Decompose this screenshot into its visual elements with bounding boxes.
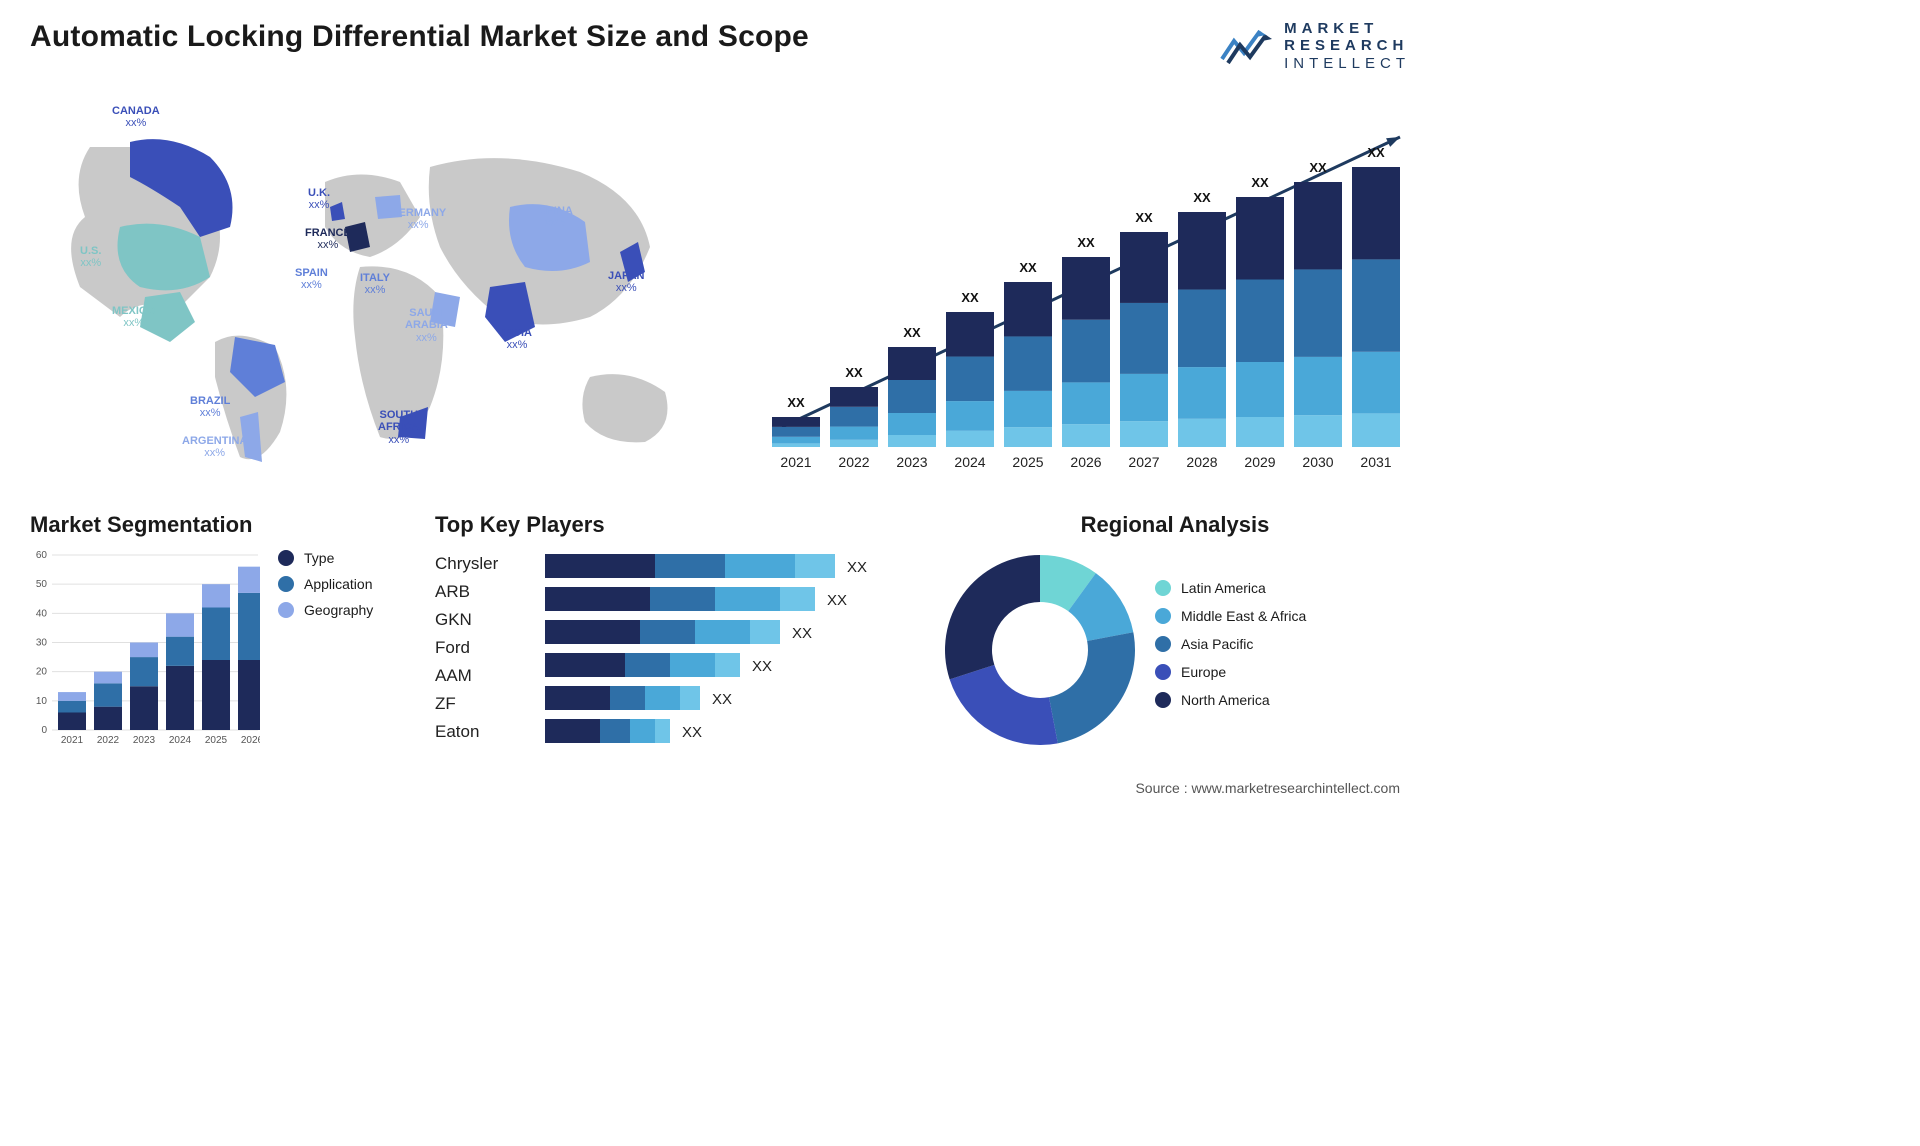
logo: MARKET RESEARCH INTELLECT xyxy=(1220,20,1410,72)
map-label: FRANCExx% xyxy=(305,227,351,252)
segmentation-chart: 0 10 20 30 40 50 60 2021 2022 2023 2024 2025 2026 xyxy=(30,550,260,750)
legend-item: Application xyxy=(278,576,410,592)
svg-text:2021: 2021 xyxy=(780,454,811,470)
svg-text:2027: 2027 xyxy=(1128,454,1159,470)
svg-text:2026: 2026 xyxy=(1070,454,1101,470)
svg-text:60: 60 xyxy=(36,550,48,561)
legend-item: North America xyxy=(1155,692,1410,708)
svg-text:2024: 2024 xyxy=(954,454,985,470)
svg-text:XX: XX xyxy=(1135,210,1153,225)
page-title: Automatic Locking Differential Market Si… xyxy=(30,20,809,54)
svg-text:XX: XX xyxy=(1251,175,1269,190)
svg-text:40: 40 xyxy=(36,608,48,619)
svg-text:XX: XX xyxy=(712,691,732,708)
map-label: U.S.xx% xyxy=(80,245,101,270)
legend-item: Asia Pacific xyxy=(1155,636,1410,652)
player-name: ZF xyxy=(435,690,525,718)
region-donut xyxy=(940,550,1140,750)
legend-item: Geography xyxy=(278,602,410,618)
players-title: Top Key Players xyxy=(435,512,915,538)
svg-text:2030: 2030 xyxy=(1302,454,1333,470)
player-name: Eaton xyxy=(435,718,525,746)
svg-text:XX: XX xyxy=(682,724,702,741)
svg-text:2028: 2028 xyxy=(1186,454,1217,470)
map-label: BRAZILxx% xyxy=(190,395,230,420)
svg-text:20: 20 xyxy=(36,666,48,677)
svg-text:XX: XX xyxy=(845,365,863,380)
svg-text:XX: XX xyxy=(752,658,772,675)
segmentation-title: Market Segmentation xyxy=(30,512,410,538)
svg-text:XX: XX xyxy=(1367,145,1385,160)
svg-text:2022: 2022 xyxy=(838,454,869,470)
source-text: Source : www.marketresearchintellect.com xyxy=(30,780,1410,796)
svg-text:2021: 2021 xyxy=(61,735,84,746)
svg-text:2031: 2031 xyxy=(1360,454,1391,470)
logo-line1: MARKET xyxy=(1284,20,1410,37)
legend-item: Middle East & Africa xyxy=(1155,608,1410,624)
main-bar-chart: XX 2021 XX 2022 XX 2023 XX 2024 XX 2025 XX 2026 XX 20… xyxy=(760,87,1420,487)
players-list: ChryslerARBGKNFordAAMZFEaton xyxy=(435,550,525,765)
player-name: GKN xyxy=(435,606,525,634)
map-label: ITALYxx% xyxy=(360,272,390,297)
map-label: CHINAxx% xyxy=(538,205,573,230)
map-label: ARGENTINAxx% xyxy=(182,435,247,460)
svg-text:XX: XX xyxy=(792,625,812,642)
segmentation-legend: Type Application Geography xyxy=(278,550,410,750)
player-name: Chrysler xyxy=(435,550,525,578)
svg-text:2024: 2024 xyxy=(169,735,192,746)
player-name: AAM xyxy=(435,662,525,690)
svg-text:XX: XX xyxy=(847,559,867,576)
logo-icon xyxy=(1220,25,1276,67)
map-label: GERMANYxx% xyxy=(390,207,446,232)
world-map-panel: CANADAxx% U.S.xx% MEXICOxx% BRAZILxx% ARGENT… xyxy=(30,87,730,487)
svg-text:XX: XX xyxy=(1077,235,1095,250)
legend-item: Europe xyxy=(1155,664,1410,680)
svg-text:XX: XX xyxy=(903,325,921,340)
svg-text:XX: XX xyxy=(961,290,979,305)
svg-text:2025: 2025 xyxy=(1012,454,1043,470)
svg-text:2026: 2026 xyxy=(241,735,260,746)
region-legend: Latin America Middle East & Africa Asia Pa… xyxy=(1155,580,1410,720)
svg-text:10: 10 xyxy=(36,696,48,707)
player-name: Ford xyxy=(435,634,525,662)
svg-text:2023: 2023 xyxy=(133,735,156,746)
legend-item: Latin America xyxy=(1155,580,1410,596)
svg-text:XX: XX xyxy=(1019,260,1037,275)
svg-text:XX: XX xyxy=(1309,160,1327,175)
map-label: SAUDIARABIAxx% xyxy=(405,307,448,345)
map-label: CANADAxx% xyxy=(112,105,160,130)
map-label: JAPANxx% xyxy=(608,270,644,295)
svg-text:XX: XX xyxy=(787,395,805,410)
svg-text:XX: XX xyxy=(1193,190,1211,205)
svg-text:30: 30 xyxy=(36,637,48,648)
map-label: MEXICOxx% xyxy=(112,305,155,330)
region-title: Regional Analysis xyxy=(940,512,1410,538)
svg-text:2025: 2025 xyxy=(205,735,228,746)
svg-text:2029: 2029 xyxy=(1244,454,1275,470)
logo-line2: RESEARCH xyxy=(1284,37,1410,54)
svg-text:XX: XX xyxy=(827,592,847,609)
map-label: INDIAxx% xyxy=(502,327,532,352)
map-label: U.K.xx% xyxy=(308,187,330,212)
svg-text:0: 0 xyxy=(41,725,47,736)
map-label: SPAINxx% xyxy=(295,267,328,292)
svg-text:2022: 2022 xyxy=(97,735,120,746)
logo-line3: INTELLECT xyxy=(1284,55,1410,72)
map-label: SOUTHAFRICAxx% xyxy=(378,409,420,447)
svg-text:50: 50 xyxy=(36,579,48,590)
players-chart: XXXXXXXXXXXX xyxy=(545,550,915,765)
svg-text:2023: 2023 xyxy=(896,454,927,470)
player-name: ARB xyxy=(435,578,525,606)
legend-item: Type xyxy=(278,550,410,566)
